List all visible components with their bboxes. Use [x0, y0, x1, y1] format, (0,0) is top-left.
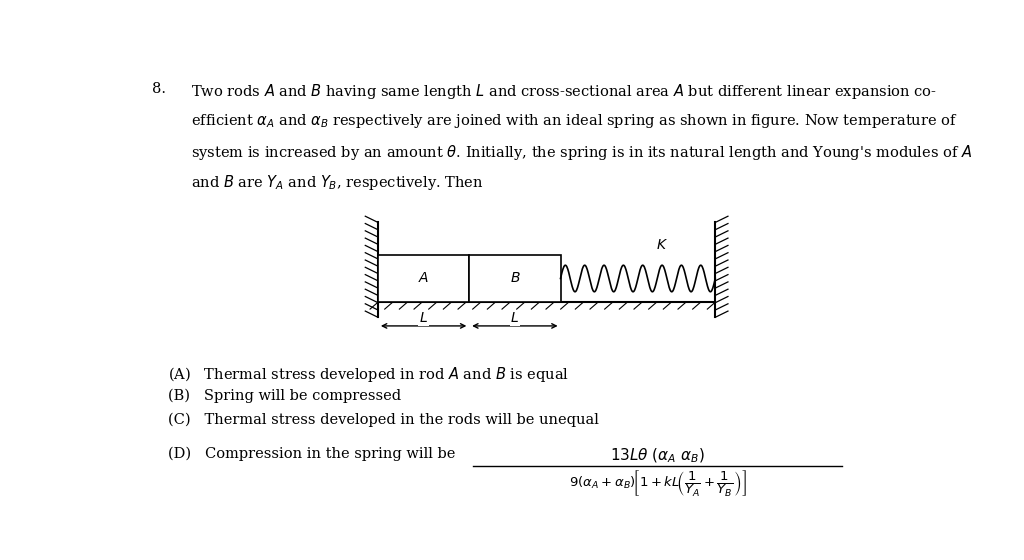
- Text: and $B$ are $Y_A$ and $Y_B$, respectively. Then: and $B$ are $Y_A$ and $Y_B$, respectivel…: [191, 173, 484, 192]
- Text: 8.: 8.: [152, 82, 166, 96]
- Text: system is increased by an amount $\theta$. Initially, the spring is in its natur: system is increased by an amount $\theta…: [191, 143, 973, 162]
- Text: $B$: $B$: [510, 272, 520, 286]
- Text: Two rods $A$ and $B$ having same length $L$ and cross-sectional area $A$ but dif: Two rods $A$ and $B$ having same length …: [191, 82, 937, 101]
- Text: $K$: $K$: [655, 238, 668, 252]
- Text: $9(\alpha_A + \alpha_B)\!\left[1 + kL\!\left(\dfrac{1}{Y_A} + \dfrac{1}{Y_B}\rig: $9(\alpha_A + \alpha_B)\!\left[1 + kL\!\…: [569, 468, 746, 498]
- Text: (C)   Thermal stress developed in the rods will be unequal: (C) Thermal stress developed in the rods…: [168, 412, 599, 427]
- Text: $13L\theta\ (\alpha_A\ \alpha_B)$: $13L\theta\ (\alpha_A\ \alpha_B)$: [610, 446, 706, 465]
- Text: $A$: $A$: [418, 272, 429, 286]
- Text: $L$: $L$: [510, 311, 519, 325]
- Text: (A)   Thermal stress developed in rod $A$ and $B$ is equal: (A) Thermal stress developed in rod $A$ …: [168, 365, 568, 384]
- Text: $L$: $L$: [419, 311, 428, 325]
- Bar: [378, 255, 469, 302]
- Text: (B)   Spring will be compressed: (B) Spring will be compressed: [168, 389, 400, 403]
- Bar: [469, 255, 560, 302]
- Text: efficient $\alpha_A$ and $\alpha_B$ respectively are joined with an ideal spring: efficient $\alpha_A$ and $\alpha_B$ resp…: [191, 113, 958, 130]
- Text: (D)   Compression in the spring will be: (D) Compression in the spring will be: [168, 447, 455, 461]
